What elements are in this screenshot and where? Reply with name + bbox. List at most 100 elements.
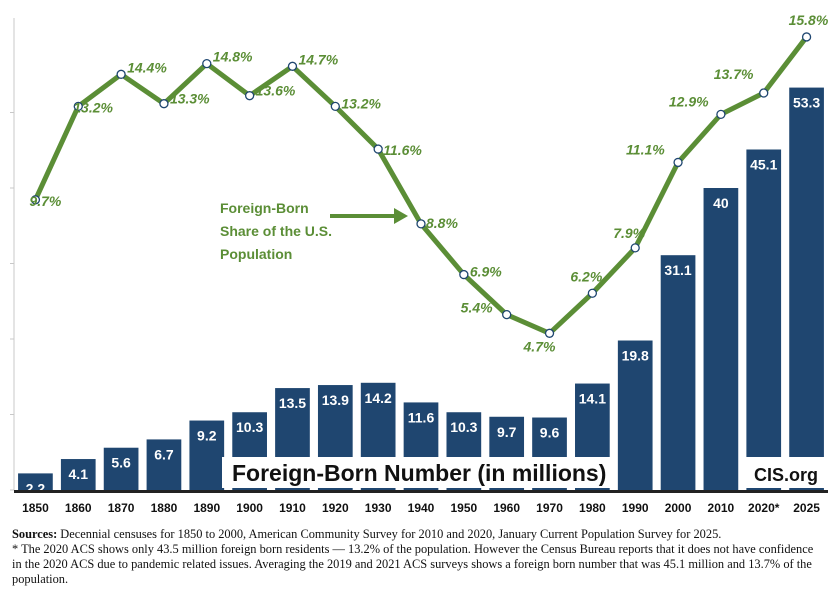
bar-label-1890: 9.2 <box>197 428 217 444</box>
share-point-1990 <box>630 243 640 253</box>
share-point-1850 <box>30 195 41 205</box>
share-label-1990: 7.9% <box>613 225 645 241</box>
share-label-1920: 13.2% <box>341 95 381 111</box>
bar-2025 <box>789 87 824 491</box>
bar-1890 <box>189 420 225 490</box>
share-point-2020* <box>759 88 769 98</box>
callout-line-1: Foreign-Born <box>220 200 309 216</box>
year-label-2025: 2025 <box>793 501 820 515</box>
bar-label-2000: 31.1 <box>664 262 691 278</box>
year-label-2010: 2010 <box>708 501 735 515</box>
share-line-series <box>30 32 812 338</box>
share-point-2010 <box>716 109 726 120</box>
bar-label-1940: 11.6 <box>408 409 435 425</box>
share-point-2025 <box>801 32 812 42</box>
bar-label-1960: 9.7 <box>497 424 517 440</box>
year-label-1910: 1910 <box>279 501 306 515</box>
share-label-1980: 6.2% <box>570 268 602 284</box>
year-label-1850: 1850 <box>22 501 49 515</box>
bar-label-1980: 14.1 <box>579 391 606 407</box>
share-label-1930: 11.6% <box>383 142 422 158</box>
share-label-1890: 14.8% <box>213 49 253 65</box>
bar-2020* <box>746 149 782 490</box>
bar-title-box: Foreign-Born Number (in millions) <box>222 457 612 488</box>
year-label-1890: 1890 <box>193 501 220 515</box>
year-label-1980: 1980 <box>579 501 606 515</box>
year-label-1970: 1970 <box>536 501 563 515</box>
share-label-1900: 13.6% <box>256 83 296 99</box>
bar-label-1950: 10.3 <box>450 419 477 435</box>
bar-label-1910: 13.5 <box>279 395 306 411</box>
year-label-1880: 1880 <box>151 501 178 515</box>
baseline <box>14 490 828 493</box>
share-label-1970: 4.7% <box>523 338 556 354</box>
year-label-1990: 1990 <box>622 501 649 515</box>
bar-label-1990: 19.8 <box>622 348 649 364</box>
year-label-1940: 1940 <box>408 501 435 515</box>
foreign-born-chart: 2.2 4.1 5.6 6.7 9.2 10.3 13.5 13.9 14.2 11.6 10.3 9… <box>10 12 829 515</box>
bar-label-1970: 9.6 <box>540 425 560 441</box>
share-label-1910: 14.7% <box>298 51 338 67</box>
year-label-1870: 1870 <box>108 501 135 515</box>
source-mark-box: CIS.org <box>744 457 826 488</box>
left-axis-ticks <box>10 112 14 491</box>
share-label-2025: 15.8% <box>789 12 829 28</box>
callout-arrowhead <box>394 208 408 224</box>
share-point-1880 <box>159 99 169 109</box>
share-point-1950 <box>459 269 469 280</box>
bar-2000 <box>660 255 696 490</box>
share-value-labels: 9.7% 13.2% 14.4%13.3% 14.8% 13.6%14.7% 13.2% 1… <box>29 12 828 354</box>
bar-label-1850: 2.2 <box>26 480 46 496</box>
bar-1860 <box>60 459 96 490</box>
share-point-1980 <box>587 288 598 298</box>
share-label-1940: 8.8% <box>426 215 458 231</box>
share-point-1870 <box>116 69 126 79</box>
share-point-1890 <box>202 58 212 69</box>
bar-label-1860: 4.1 <box>69 466 89 482</box>
year-axis-labels: 1850 1860 1870 1880 1890 1900 1910 1920 1930 1940… <box>22 501 820 515</box>
share-label-2020*: 13.7% <box>714 66 754 82</box>
year-label-1960: 1960 <box>493 501 520 515</box>
year-label-1900: 1900 <box>236 501 263 515</box>
bar-1990 <box>617 340 653 490</box>
share-point-1940 <box>416 219 426 229</box>
bar-1870 <box>103 447 139 490</box>
share-point-1860 <box>73 101 83 112</box>
share-label-1880: 13.3% <box>170 91 210 107</box>
share-point-2000 <box>673 157 683 168</box>
year-label-2020*: 2020* <box>748 501 780 515</box>
bar-1880 <box>146 439 182 490</box>
year-label-1950: 1950 <box>450 501 477 515</box>
bar-title: Foreign-Born Number (in millions) <box>232 460 606 486</box>
bar-value-labels: 2.2 4.1 5.6 6.7 9.2 10.3 13.5 13.9 14.2 11.6 10.3 9… <box>26 95 821 497</box>
share-label-1860: 13.2% <box>73 99 113 115</box>
bar-label-2010: 40 <box>713 195 729 211</box>
sources-text: Decennial censuses for 1850 to 2000, Ame… <box>57 527 722 541</box>
bar-label-2025: 53.3 <box>793 95 820 111</box>
bar-label-1930: 14.2 <box>365 390 392 406</box>
share-label-2010: 12.9% <box>669 93 709 109</box>
share-point-1960 <box>502 309 512 320</box>
share-label-1870: 14.4% <box>127 59 167 75</box>
share-point-1910 <box>287 61 298 71</box>
share-point-1920 <box>330 101 340 112</box>
sources-note: Sources: Decennial censuses for 1850 to … <box>12 527 824 542</box>
callout-line-3: Population <box>220 246 292 262</box>
share-point-1900 <box>244 91 255 101</box>
share-point-1970 <box>544 328 555 338</box>
bar-label-1920: 13.9 <box>322 392 349 408</box>
share-label-1950: 6.9% <box>470 264 502 280</box>
bar-2010 <box>703 188 739 490</box>
share-label-2000: 11.1% <box>626 141 665 157</box>
source-mark: CIS.org <box>754 465 818 485</box>
sources-label: Sources: <box>12 527 58 541</box>
bar-label-2020*: 45.1 <box>750 156 777 172</box>
bar-label-1880: 6.7 <box>154 446 174 462</box>
year-label-1920: 1920 <box>322 501 349 515</box>
year-label-2000: 2000 <box>665 501 692 515</box>
footnotes: Sources: Decennial censuses for 1850 to … <box>12 527 824 587</box>
year-label-1930: 1930 <box>365 501 392 515</box>
bar-label-1900: 10.3 <box>236 419 263 435</box>
footnote-2020: * The 2020 ACS shows only 43.5 million f… <box>12 542 814 586</box>
year-label-1860: 1860 <box>65 501 92 515</box>
